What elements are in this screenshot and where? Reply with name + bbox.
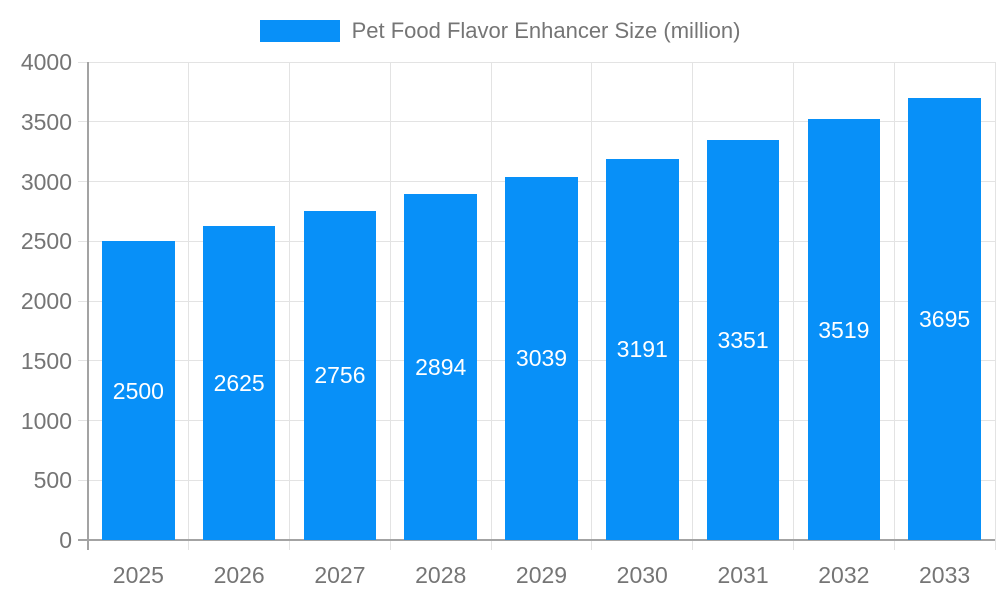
y-tick-mark (78, 181, 88, 182)
x-gridline (188, 62, 190, 540)
y-tick-label: 1000 (20, 407, 72, 434)
bar-value-label: 3351 (717, 326, 769, 353)
x-tick-label: 2026 (213, 562, 265, 588)
bar-value-label: 2625 (213, 370, 265, 397)
x-tick-label: 2031 (717, 562, 769, 588)
bar-value-label: 3519 (818, 316, 870, 343)
y-tick-mark (78, 479, 88, 481)
bar: 3351 (706, 139, 780, 540)
y-gridline (88, 121, 995, 123)
x-tick-mark (994, 540, 996, 550)
bar: 3695 (908, 98, 981, 540)
x-gridline (792, 62, 794, 540)
x-tick-mark (893, 540, 895, 550)
y-tick-mark (78, 420, 88, 421)
x-tick-mark (692, 540, 694, 550)
x-tick-label: 2029 (515, 562, 568, 588)
x-gridline (893, 62, 895, 540)
x-tick-mark (591, 540, 593, 550)
bar: 2756 (303, 210, 377, 540)
bar-value-label: 3191 (616, 336, 668, 363)
x-tick-mark (389, 540, 391, 550)
y-tick-label: 2000 (20, 288, 72, 314)
bar: 2625 (202, 226, 276, 540)
x-gridline (591, 62, 593, 540)
bar-value-label: 2500 (112, 377, 164, 404)
bar-value-label: 2756 (314, 362, 366, 389)
x-tick-mark (188, 540, 190, 550)
y-gridline (88, 61, 995, 63)
legend[interactable]: Pet Food Flavor Enhancer Size (million) (0, 18, 1000, 44)
x-tick-label: 2033 (919, 562, 971, 588)
bar-value-label: 3695 (919, 306, 971, 333)
x-tick-mark (792, 540, 794, 550)
x-tick-mark (490, 540, 492, 550)
y-tick-label: 3500 (20, 108, 72, 135)
x-tick-label: 2032 (818, 562, 870, 588)
x-tick-label: 2027 (314, 562, 366, 588)
y-axis-line (87, 62, 89, 550)
x-axis-line (78, 539, 995, 541)
y-tick-label: 3000 (20, 168, 72, 195)
y-tick-label: 500 (33, 467, 72, 494)
x-gridline (490, 62, 492, 540)
x-tick-label: 2025 (112, 562, 164, 588)
x-tick-label: 2028 (415, 562, 467, 588)
x-tick-label: 2030 (616, 562, 668, 588)
y-tick-mark (78, 240, 88, 242)
x-tick-mark (289, 540, 291, 550)
bar: 3519 (807, 119, 881, 540)
y-tick-label: 2500 (20, 228, 72, 255)
legend-swatch-icon (259, 20, 340, 42)
bar-value-label: 3039 (515, 345, 568, 372)
bar-value-label: 2894 (415, 354, 467, 381)
x-gridline (692, 62, 694, 540)
x-gridline (994, 62, 996, 540)
x-gridline (389, 62, 391, 540)
y-tick-mark (78, 61, 88, 63)
bar: 2894 (404, 194, 477, 540)
bar: 3039 (505, 176, 578, 540)
x-gridline (289, 62, 291, 540)
y-tick-mark (78, 121, 88, 123)
y-tick-mark (78, 360, 88, 362)
y-tick-label: 4000 (20, 49, 72, 75)
bar: 2500 (102, 241, 175, 540)
y-tick-label: 0 (59, 527, 72, 553)
y-tick-label: 1500 (20, 347, 72, 374)
legend-label: Pet Food Flavor Enhancer Size (million) (351, 18, 741, 43)
bar: 3191 (605, 158, 679, 540)
y-tick-mark (78, 300, 88, 302)
